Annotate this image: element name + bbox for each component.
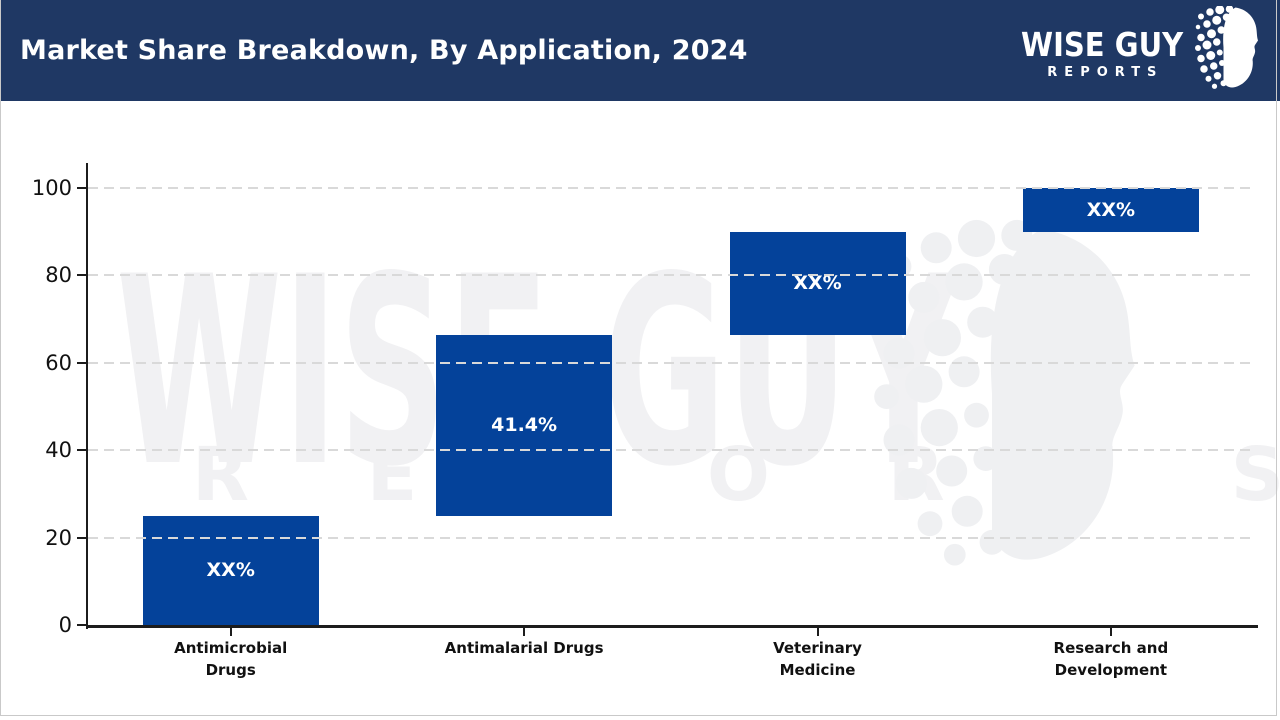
logo-text: WISE GUY REPORTS [1010,28,1194,79]
y-tick-0 [77,624,86,626]
y-tick-80 [77,274,86,277]
bar-value-label: XX% [1086,198,1136,221]
x-category-label: Antimalarial Drugs [444,639,604,657]
logo-wordmark: WISE GUY [1020,24,1183,64]
bar-segment: XX% [729,231,906,335]
y-tick-label-0: 0 [58,613,72,637]
y-tick-label-60: 60 [45,350,72,375]
logo-head-icon [1195,6,1258,89]
y-tick-60 [77,361,86,364]
x-category-label: Veterinary Medicine [773,639,862,679]
x-tick-3 [1109,628,1112,636]
gridline-40 [88,449,1256,452]
logo-subtitle: REPORTS [1047,64,1164,80]
bar-segment: XX% [1022,188,1199,232]
watermark-head-group [874,219,1135,566]
x-category-label: Antimicrobial Drugs [174,639,288,679]
x-tick-0 [229,628,232,636]
wise-guy-logo: WISE GUY REPORTS [1010,4,1270,98]
y-axis-line [86,163,88,629]
header: Market Share Breakdown, By Application, … [0,0,1280,101]
bar-segment: 41.4% [436,334,613,516]
y-tick-label-20: 20 [45,525,72,550]
y-tick-40 [77,449,86,452]
plot-area: 0 20 40 60 80 100 XX% Antimicrobial Drugs 41.4% A… [0,101,1280,720]
x-axis-line [86,625,1258,628]
gridline-60 [88,361,1256,364]
x-tick-2 [816,628,819,636]
gridline-80 [88,274,1256,277]
gridline-100 [88,187,1256,189]
bar-value-label: 41.4% [491,414,558,437]
gridline-20 [88,536,1256,539]
page-title: Market Share Breakdown, By Application, … [20,35,748,66]
bar-segment: XX% [142,515,319,625]
x-category-label: Research and Development [1053,639,1169,679]
x-tick-1 [523,628,526,636]
y-tick-label-80: 80 [45,263,72,288]
watermark-head-icon [874,219,1135,566]
y-tick-label-40: 40 [45,438,72,463]
bar-value-label: XX% [793,272,842,295]
y-tick-label-100: 100 [31,176,72,200]
y-tick-20 [77,536,86,539]
bar-value-label: XX% [206,559,255,582]
y-tick-100 [77,187,86,189]
